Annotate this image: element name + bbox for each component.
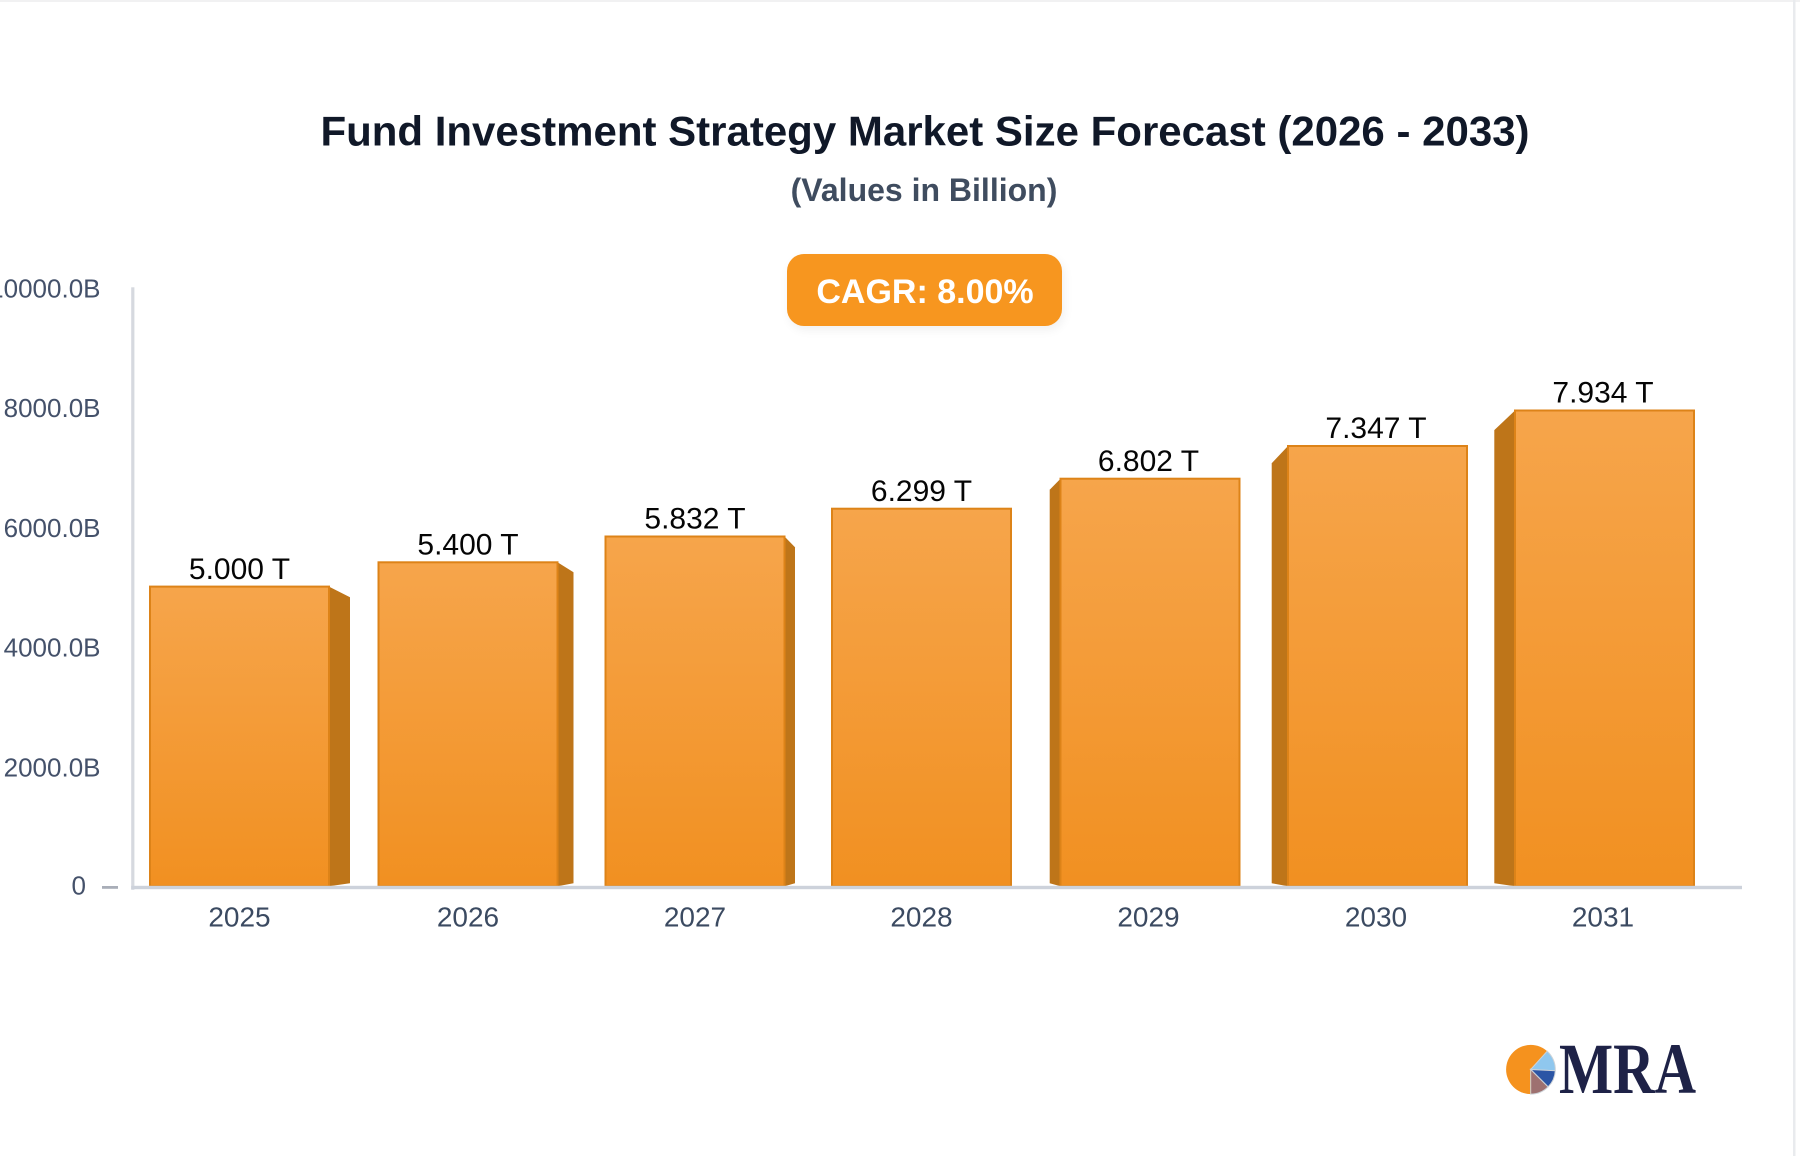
svg-text:6000.0B: 6000.0B bbox=[4, 513, 101, 543]
svg-text:7.934 T: 7.934 T bbox=[1552, 377, 1653, 410]
svg-text:8000.0B: 8000.0B bbox=[4, 393, 101, 423]
svg-text:2031: 2031 bbox=[1572, 902, 1634, 933]
svg-text:2030: 2030 bbox=[1345, 902, 1407, 933]
svg-text:Fund Investment Strategy Marke: Fund Investment Strategy Market Size For… bbox=[320, 108, 1529, 155]
svg-text:2000.0B: 2000.0B bbox=[4, 753, 101, 783]
svg-text:4000.0B: 4000.0B bbox=[4, 633, 101, 663]
svg-text:2028: 2028 bbox=[890, 902, 952, 933]
svg-text:(Values in Billion): (Values in Billion) bbox=[791, 172, 1058, 208]
svg-text:2027: 2027 bbox=[664, 902, 726, 933]
svg-text:2029: 2029 bbox=[1117, 902, 1179, 933]
svg-text:6.802 T: 6.802 T bbox=[1098, 445, 1199, 478]
svg-text:6.299 T: 6.299 T bbox=[871, 475, 972, 508]
svg-text:5.832 T: 5.832 T bbox=[644, 503, 745, 536]
svg-text:MRA: MRA bbox=[1559, 1029, 1696, 1109]
svg-text:0: 0 bbox=[72, 871, 86, 901]
svg-text:CAGR: 8.00%: CAGR: 8.00% bbox=[816, 273, 1033, 311]
svg-text:10000.0B: 10000.0B bbox=[0, 273, 101, 303]
svg-text:2025: 2025 bbox=[208, 902, 270, 933]
svg-text:7.347 T: 7.347 T bbox=[1325, 412, 1426, 445]
svg-text:2026: 2026 bbox=[437, 902, 499, 933]
svg-text:5.400 T: 5.400 T bbox=[417, 528, 518, 561]
svg-text:5.000 T: 5.000 T bbox=[189, 553, 290, 586]
